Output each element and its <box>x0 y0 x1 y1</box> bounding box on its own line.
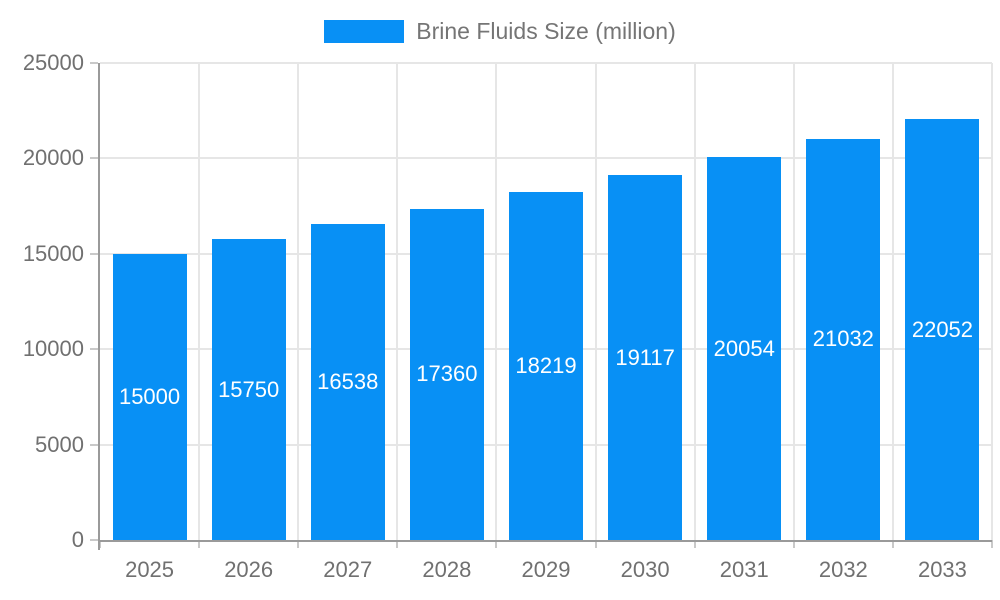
x-grid-line <box>891 63 894 540</box>
x-grid-line <box>297 63 300 540</box>
x-axis-tick <box>99 540 101 548</box>
x-grid-line <box>594 63 597 540</box>
bar-2033[interactable] <box>905 119 980 540</box>
x-axis-line <box>98 540 992 542</box>
x-axis-label: 2027 <box>323 557 373 582</box>
bar-value-label: 18219 <box>515 353 577 379</box>
x-grid-line <box>693 63 696 540</box>
y-tick-label: 20000 <box>22 145 84 171</box>
y-axis-tick <box>90 62 98 64</box>
bar-2032[interactable] <box>806 138 881 540</box>
x-axis-tick <box>693 540 696 548</box>
bar-value-label: 19117 <box>615 344 675 370</box>
x-axis-label: 2025 <box>125 557 175 582</box>
x-grid-line <box>495 63 498 540</box>
bar-value-label: 21032 <box>812 326 874 352</box>
bar-2026[interactable] <box>211 239 286 540</box>
y-axis-line <box>98 63 100 550</box>
y-tick-label: 15000 <box>22 240 84 266</box>
x-axis-tick <box>792 540 795 548</box>
x-grid-line <box>396 63 399 540</box>
bar-2027[interactable] <box>310 224 385 540</box>
y-tick-label: 10000 <box>22 336 84 362</box>
x-grid-line <box>991 63 993 540</box>
x-axis-tick <box>495 540 498 548</box>
x-axis-label: 2030 <box>620 557 670 582</box>
bar-2029[interactable] <box>509 192 583 540</box>
legend[interactable]: Brine Fluids Size (million) <box>0 18 1000 45</box>
y-tick-label: 25000 <box>22 50 84 75</box>
bar-2025[interactable] <box>112 253 187 540</box>
x-axis-label: 2029 <box>521 557 571 582</box>
bar-2028[interactable] <box>409 208 484 540</box>
x-axis-label: 2033 <box>917 557 967 582</box>
x-axis-label: 2032 <box>818 557 868 582</box>
x-grid-line <box>198 63 201 540</box>
y-axis-tick <box>90 348 98 351</box>
y-axis-tick <box>90 443 98 446</box>
legend-label: Brine Fluids Size (million) <box>416 18 676 44</box>
bar-value-label: 22052 <box>911 316 974 342</box>
x-axis-tick <box>297 540 300 548</box>
y-tick-label: 0 <box>71 527 84 552</box>
y-grid-line <box>100 157 992 160</box>
y-grid-line <box>100 62 992 64</box>
x-axis-tick <box>396 540 399 548</box>
x-axis-tick <box>198 540 201 548</box>
x-axis-label: 2031 <box>719 557 769 582</box>
bar-value-label: 20054 <box>713 335 775 361</box>
bar-value-label: 15750 <box>218 376 280 402</box>
y-axis-tick <box>90 252 98 255</box>
y-axis-tick <box>90 157 98 160</box>
x-axis-tick <box>991 540 993 548</box>
bar-value-label: 15000 <box>118 383 181 409</box>
y-tick-label: 5000 <box>35 431 84 457</box>
bar-value-label: 17360 <box>416 361 478 387</box>
x-axis-tick <box>594 540 597 548</box>
y-axis-tick <box>90 539 98 541</box>
bar-2030[interactable] <box>608 175 683 540</box>
legend-swatch <box>324 20 405 43</box>
x-grid-line <box>792 63 795 540</box>
x-axis-tick <box>891 540 894 548</box>
x-axis-label: 2026 <box>224 557 274 582</box>
bar-2031[interactable] <box>707 157 782 540</box>
bar-value-label: 16538 <box>317 369 379 395</box>
x-axis-label: 2028 <box>422 557 472 582</box>
